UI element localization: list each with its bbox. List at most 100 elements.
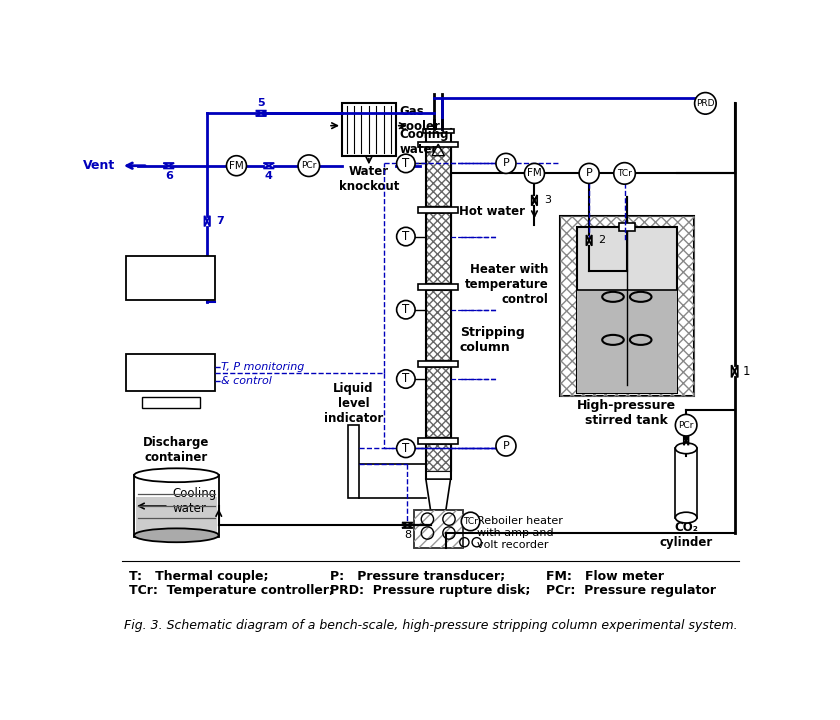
Text: T: T <box>402 157 409 170</box>
Text: 2: 2 <box>598 235 606 246</box>
Bar <box>426 367 450 437</box>
Text: P: P <box>585 168 592 179</box>
Bar <box>418 207 459 212</box>
Text: Gas
analyzer: Gas analyzer <box>139 264 202 292</box>
Bar <box>423 129 454 132</box>
Polygon shape <box>255 111 266 116</box>
Bar <box>619 223 634 231</box>
Circle shape <box>675 415 697 436</box>
Polygon shape <box>402 523 412 528</box>
Text: Gas
cooler: Gas cooler <box>400 104 440 132</box>
Bar <box>560 216 694 396</box>
Text: High-pressure
stirred tank: High-pressure stirred tank <box>577 399 676 427</box>
Bar <box>426 444 450 472</box>
Circle shape <box>461 512 480 531</box>
Ellipse shape <box>134 468 218 482</box>
Bar <box>426 144 450 206</box>
Circle shape <box>396 300 415 319</box>
Text: & control: & control <box>221 376 272 385</box>
Text: 8: 8 <box>404 531 411 540</box>
Text: Heater with
temperature
control: Heater with temperature control <box>465 263 549 306</box>
Bar <box>426 144 450 206</box>
Text: Cooling
water: Cooling water <box>400 128 449 156</box>
Ellipse shape <box>134 528 218 542</box>
Text: T: T <box>402 442 409 455</box>
Bar <box>418 284 459 289</box>
Bar <box>135 497 218 535</box>
Bar <box>426 367 450 437</box>
Polygon shape <box>163 163 174 168</box>
Bar <box>675 449 697 518</box>
Circle shape <box>396 154 415 173</box>
Bar <box>126 354 215 391</box>
Text: 5: 5 <box>257 99 265 108</box>
Bar <box>560 216 694 396</box>
Polygon shape <box>684 436 689 445</box>
Polygon shape <box>732 365 738 377</box>
Text: Hot water: Hot water <box>459 204 525 217</box>
Text: T: T <box>402 230 409 243</box>
Text: Vent: Vent <box>82 159 115 172</box>
Bar <box>348 426 359 498</box>
Bar <box>426 444 450 472</box>
Polygon shape <box>264 163 274 168</box>
Text: T: T <box>402 303 409 316</box>
Text: PRD:  Pressure rupture disk;: PRD: Pressure rupture disk; <box>330 584 531 598</box>
Circle shape <box>227 156 246 176</box>
Bar <box>418 142 459 147</box>
Text: 4: 4 <box>265 171 273 181</box>
Text: 7: 7 <box>217 216 224 226</box>
Text: T, P monitoring: T, P monitoring <box>221 362 304 372</box>
Text: Fig. 3. Schematic diagram of a bench-scale, high-pressure stripping column exper: Fig. 3. Schematic diagram of a bench-sca… <box>123 619 738 632</box>
Text: TCr: TCr <box>463 517 478 526</box>
Bar <box>413 510 463 549</box>
Bar <box>426 213 450 283</box>
Circle shape <box>396 370 415 388</box>
Text: Liquid
level
indicator: Liquid level indicator <box>324 382 383 425</box>
Polygon shape <box>532 195 537 206</box>
Bar <box>426 213 450 283</box>
Ellipse shape <box>675 512 697 523</box>
Circle shape <box>496 436 516 456</box>
Text: P: P <box>502 158 509 168</box>
Text: P:   Pressure transducer;: P: Pressure transducer; <box>330 570 506 583</box>
Circle shape <box>396 439 415 457</box>
Bar <box>142 397 200 408</box>
Text: 3: 3 <box>544 195 552 205</box>
Bar <box>577 228 677 393</box>
Text: FM: FM <box>229 161 244 171</box>
Bar <box>134 475 218 537</box>
Text: PRD: PRD <box>696 99 715 108</box>
Circle shape <box>614 163 635 184</box>
Bar <box>126 256 215 300</box>
Circle shape <box>496 153 516 174</box>
Text: Discharge
container: Discharge container <box>143 436 210 464</box>
Bar <box>426 290 450 360</box>
Polygon shape <box>426 479 450 510</box>
Bar <box>413 510 463 549</box>
Circle shape <box>695 93 717 114</box>
Text: FM: FM <box>527 168 542 179</box>
Circle shape <box>524 163 544 184</box>
Text: Water
knockout: Water knockout <box>339 165 399 193</box>
Bar <box>418 438 459 444</box>
Bar <box>342 104 396 156</box>
Text: Stripping
column: Stripping column <box>459 326 524 354</box>
Text: PCr:  Pressure regulator: PCr: Pressure regulator <box>546 584 716 598</box>
Text: PCr: PCr <box>679 420 694 430</box>
Polygon shape <box>586 235 592 246</box>
Text: 6: 6 <box>165 171 173 181</box>
Text: T:   Thermal couple;: T: Thermal couple; <box>129 570 268 583</box>
Bar <box>426 290 450 360</box>
Text: Data
logger: Data logger <box>146 359 195 387</box>
Text: TCr:  Temperature controller;: TCr: Temperature controller; <box>129 584 333 598</box>
Text: Reboiler heater
with amp and
volt recorder: Reboiler heater with amp and volt record… <box>477 516 563 549</box>
Text: 1: 1 <box>743 365 750 378</box>
Circle shape <box>579 163 599 184</box>
Bar <box>577 290 677 393</box>
Circle shape <box>396 228 415 246</box>
Text: T: T <box>402 372 409 385</box>
Ellipse shape <box>675 443 697 454</box>
Polygon shape <box>204 216 210 227</box>
Text: P: P <box>502 441 509 451</box>
